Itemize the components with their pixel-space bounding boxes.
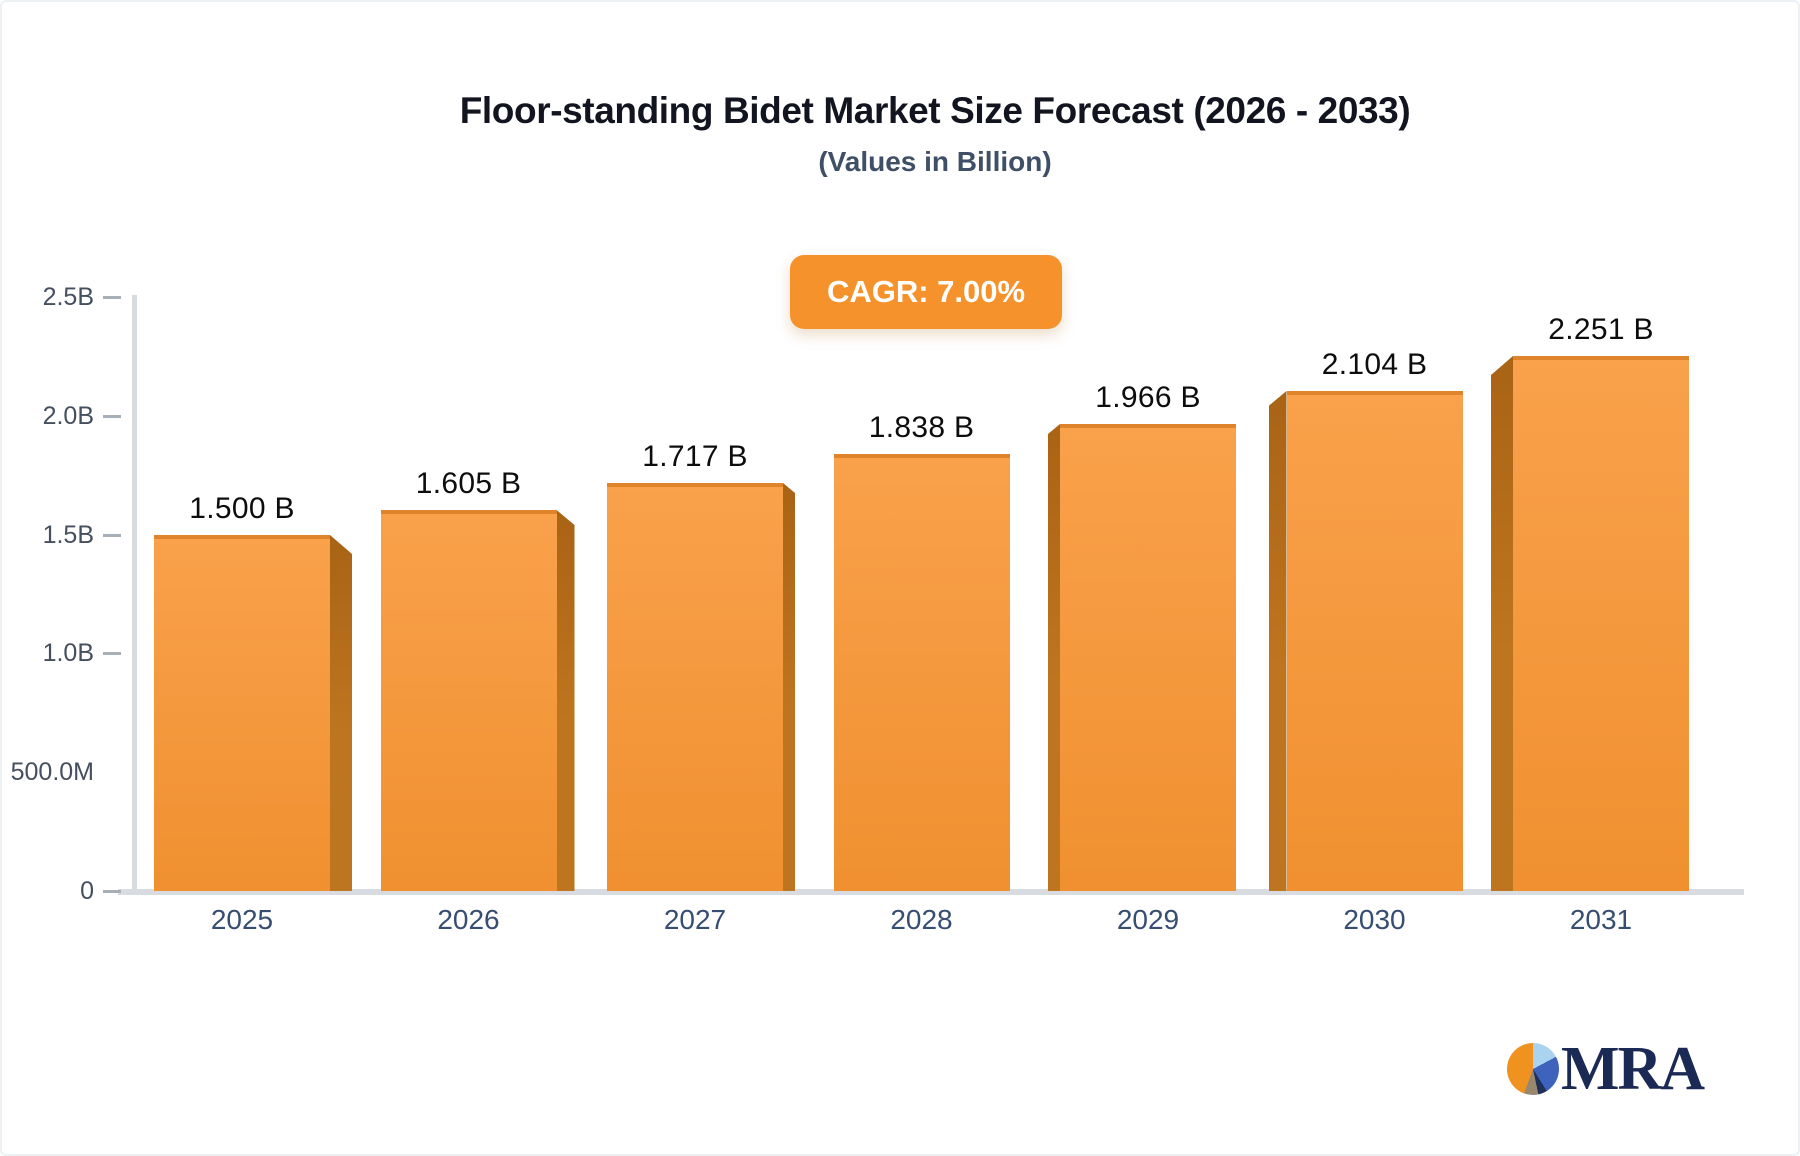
bar-value-label: 1.605 B (415, 467, 522, 500)
y-tick-mark (103, 652, 121, 656)
x-axis-label: 2028 (890, 904, 953, 935)
bar-side-shade-2026 (556, 510, 575, 891)
chart-subtitle: (Values in Billion) (818, 146, 1052, 177)
x-axis-label: 2030 (1343, 904, 1406, 935)
bar-2025 (154, 535, 330, 891)
bar-side-shade-2025 (330, 535, 352, 891)
y-tick-label: 1.0B (42, 639, 94, 668)
bar-value-label: 1.966 B (1095, 381, 1201, 414)
y-tick-label: 2.0B (42, 401, 94, 430)
y-tick-label: 0 (80, 877, 94, 905)
bar-2028 (833, 454, 1010, 891)
y-tick-mark (103, 533, 121, 537)
pie-chart-icon (1507, 1043, 1559, 1095)
y-tick-label: 1.5B (42, 520, 94, 549)
y-tick-mark (103, 414, 121, 418)
logo-text: MRA (1561, 1035, 1705, 1103)
bar-2029 (1060, 424, 1236, 891)
bar-value-label: 1.838 B (868, 411, 975, 444)
bar-value-label: 2.251 B (1548, 313, 1654, 346)
x-axis-label: 2029 (1116, 904, 1180, 935)
bar-value-label: 1.500 B (189, 492, 295, 525)
x-axis-label: 2031 (1569, 904, 1633, 935)
x-axis-label: 2026 (437, 904, 500, 935)
bar-side-shade-2031 (1491, 356, 1513, 891)
cagr-badge-label: CAGR: 7.00% (826, 274, 1026, 309)
x-axis-label: 2027 (663, 904, 727, 935)
bar-2027 (607, 483, 783, 891)
y-tick-mark (103, 296, 121, 299)
bar-side-shade-2030 (1268, 391, 1287, 891)
bar-value-label: 1.717 B (642, 440, 748, 473)
cagr-badge: CAGR: 7.00% (790, 255, 1062, 329)
bar-2031 (1513, 356, 1689, 891)
bar-2026 (380, 510, 557, 891)
x-axis-label: 2025 (210, 904, 274, 935)
mra-logo: MRA (1507, 1035, 1705, 1103)
bar-side-shade-2029 (1048, 424, 1060, 891)
y-tick-label: 500.0M (10, 758, 94, 787)
y-axis-line (132, 295, 137, 895)
y-tick-mark (103, 890, 121, 893)
bar-side-shade-2027 (783, 483, 795, 891)
chart-title: Floor-standing Bidet Market Size Forecas… (459, 90, 1411, 131)
bar-2030 (1286, 391, 1463, 891)
x-axis-line (118, 889, 1744, 895)
y-tick-label: 2.5B (42, 283, 94, 311)
bar-value-label: 2.104 B (1321, 348, 1428, 381)
